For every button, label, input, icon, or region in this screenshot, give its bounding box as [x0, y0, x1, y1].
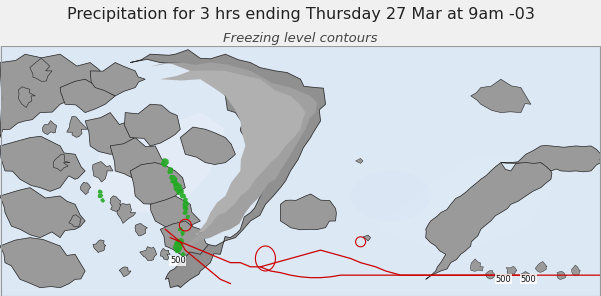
Polygon shape [176, 238, 185, 246]
Polygon shape [69, 215, 81, 227]
Polygon shape [90, 62, 145, 96]
Polygon shape [471, 259, 483, 271]
Polygon shape [426, 154, 552, 279]
Polygon shape [535, 262, 547, 272]
Text: Precipitation for 3 hrs ending Thursday 27 Mar at 9am -03: Precipitation for 3 hrs ending Thursday … [67, 7, 534, 22]
Text: 500: 500 [520, 275, 536, 284]
Polygon shape [119, 267, 131, 277]
Polygon shape [186, 215, 190, 219]
Polygon shape [110, 196, 121, 212]
Polygon shape [176, 189, 185, 195]
Polygon shape [363, 235, 371, 241]
Polygon shape [351, 171, 431, 221]
Polygon shape [53, 155, 70, 171]
Polygon shape [376, 154, 551, 246]
Polygon shape [124, 104, 180, 146]
Polygon shape [521, 271, 529, 279]
Polygon shape [160, 70, 305, 235]
Polygon shape [160, 158, 169, 167]
Polygon shape [0, 188, 85, 238]
Polygon shape [67, 116, 88, 137]
Polygon shape [180, 127, 236, 165]
Polygon shape [167, 167, 173, 174]
Polygon shape [0, 238, 85, 288]
Polygon shape [43, 120, 56, 135]
Polygon shape [174, 183, 183, 192]
Polygon shape [186, 266, 195, 276]
Polygon shape [471, 79, 531, 112]
Polygon shape [174, 247, 181, 253]
Text: 500: 500 [170, 256, 186, 266]
Polygon shape [140, 247, 157, 260]
Text: Freezing level contours: Freezing level contours [223, 33, 378, 46]
Polygon shape [501, 146, 601, 172]
Polygon shape [135, 223, 147, 236]
Polygon shape [60, 79, 115, 112]
Polygon shape [0, 54, 100, 138]
Polygon shape [180, 230, 185, 236]
Polygon shape [172, 179, 179, 186]
Polygon shape [183, 210, 188, 215]
Polygon shape [281, 194, 337, 230]
Polygon shape [160, 221, 210, 256]
Polygon shape [150, 196, 200, 229]
Polygon shape [183, 206, 189, 211]
Polygon shape [486, 271, 496, 279]
Polygon shape [557, 271, 566, 280]
Polygon shape [183, 197, 188, 203]
Polygon shape [182, 201, 189, 208]
Polygon shape [81, 182, 91, 194]
Polygon shape [173, 240, 183, 252]
Polygon shape [160, 248, 170, 260]
Polygon shape [506, 266, 517, 276]
Polygon shape [130, 163, 185, 204]
Polygon shape [93, 162, 113, 182]
Polygon shape [98, 189, 103, 194]
Polygon shape [130, 50, 326, 288]
Polygon shape [572, 265, 581, 276]
Polygon shape [100, 198, 105, 203]
Polygon shape [169, 175, 178, 183]
Polygon shape [18, 87, 35, 107]
Polygon shape [180, 194, 186, 198]
Text: 500: 500 [495, 275, 511, 284]
Polygon shape [90, 112, 225, 213]
Polygon shape [181, 252, 186, 257]
Polygon shape [169, 272, 183, 287]
Polygon shape [178, 227, 183, 231]
Polygon shape [98, 193, 103, 198]
Polygon shape [0, 136, 85, 191]
Polygon shape [150, 62, 317, 254]
Polygon shape [85, 112, 140, 154]
Polygon shape [93, 240, 106, 252]
Polygon shape [117, 204, 136, 223]
Polygon shape [356, 158, 363, 163]
Polygon shape [30, 58, 52, 81]
Polygon shape [110, 138, 165, 179]
